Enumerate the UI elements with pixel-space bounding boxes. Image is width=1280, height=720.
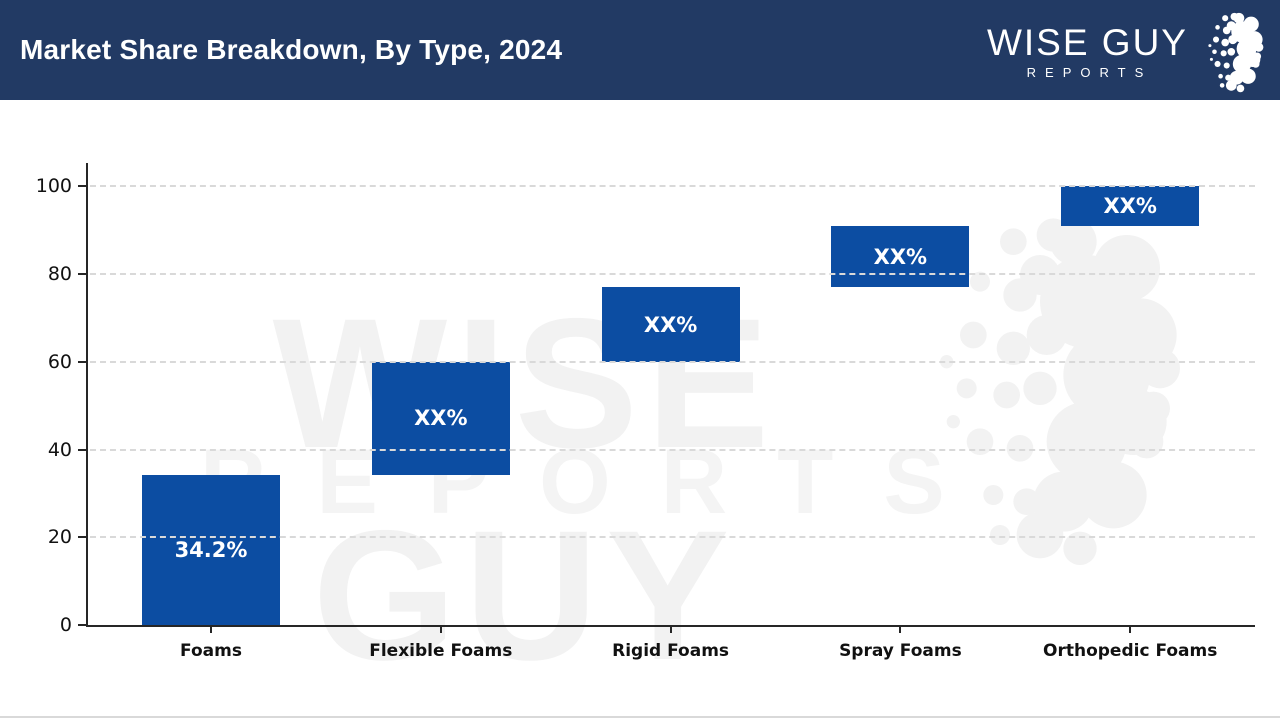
bar-value-label-orthopedic-foams: XX%: [1103, 194, 1157, 219]
y-axis-line: [86, 163, 88, 627]
y-axis-label-60: 60: [47, 350, 72, 373]
y-tick-20: [78, 536, 86, 539]
y-tick-60: [78, 360, 86, 363]
logo-name: WISE GUY: [986, 21, 1188, 63]
bar-value-label-spray-foams: XX%: [873, 244, 928, 269]
x-tick-spray-foams: [899, 627, 902, 633]
bar-value-label-flexible-foams: XX%: [414, 406, 468, 431]
x-tick-flexible-foams: [439, 627, 442, 633]
bar-foams: [142, 474, 280, 625]
x-axis-label-foams: Foams: [180, 641, 242, 661]
x-axis-label-spray-foams: Spray Foams: [839, 641, 962, 661]
bar-rigid-foams: [601, 287, 740, 362]
x-axis-label-rigid-foams: Rigid Foams: [612, 641, 730, 661]
logo-subtitle: REPORTS: [1026, 64, 1153, 80]
x-axis-label-flexible-foams: Flexible Foams: [369, 641, 513, 661]
y-tick-100: [78, 185, 86, 188]
wise-guy-logo: WISE GUY REPORTS: [987, 8, 1266, 94]
bar-spray-foams: [831, 225, 970, 288]
bottom-divider: [0, 716, 1280, 718]
dotted-head-icon: [1208, 12, 1264, 93]
gridline-40: [90, 448, 1255, 451]
bar-value-label-foams: 34.2%: [174, 537, 248, 562]
header-bar: Market Share Breakdown, By Type, 2024 WI…: [0, 0, 1280, 100]
gridline-100: [90, 185, 1255, 188]
x-axis-label-orthopedic-foams: Orthopedic Foams: [1043, 641, 1218, 661]
x-tick-rigid-foams: [669, 627, 672, 633]
bar-flexible-foams: [371, 361, 510, 475]
gridline-80: [90, 273, 1255, 276]
x-tick-orthopedic-foams: [1129, 627, 1132, 633]
bar-value-label-rigid-foams: XX%: [643, 312, 698, 337]
page-title: Market Share Breakdown, By Type, 2024: [20, 34, 563, 65]
y-tick-0: [78, 624, 86, 626]
y-axis-label-40: 40: [47, 438, 72, 461]
gridline-20: [90, 536, 1255, 539]
x-tick-foams: [210, 627, 212, 633]
y-axis-label-100: 100: [35, 175, 72, 198]
y-axis-label-80: 80: [47, 263, 72, 286]
x-axis-line: [86, 625, 1255, 627]
logo-wordmark: WISE GUY REPORTS: [986, 21, 1188, 80]
gridline-60: [90, 360, 1255, 363]
y-tick-80: [78, 273, 86, 276]
y-axis-label-0: 0: [59, 614, 72, 636]
y-tick-40: [78, 448, 86, 451]
y-axis-label-20: 20: [47, 526, 72, 549]
